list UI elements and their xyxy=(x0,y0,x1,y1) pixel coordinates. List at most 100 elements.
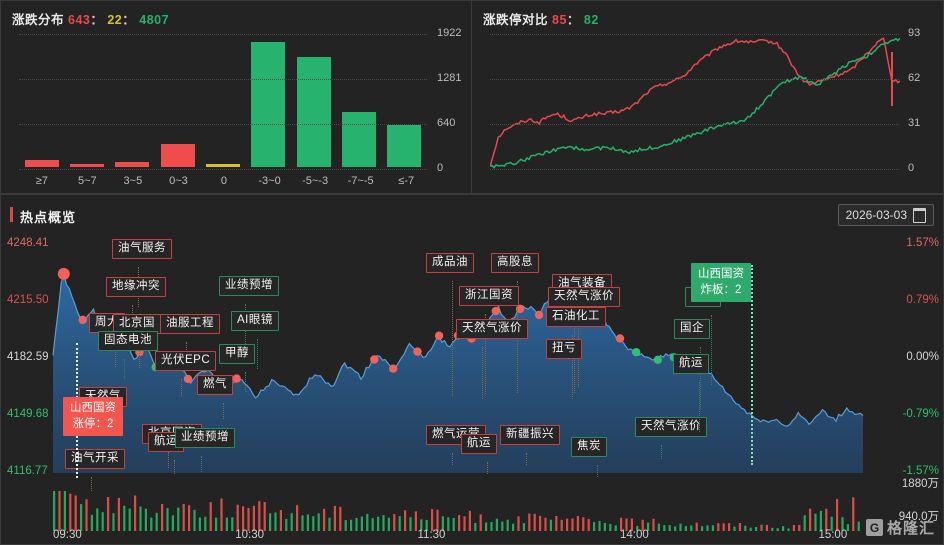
volume-bar xyxy=(425,519,428,531)
hotspot-tag[interactable]: 地缘冲突 xyxy=(106,277,166,297)
event-dot-up[interactable] xyxy=(389,364,398,373)
hotspot-tag[interactable]: 天然气涨价 xyxy=(635,417,707,437)
volume-bar xyxy=(625,518,628,531)
volume-bar xyxy=(598,521,601,531)
distribution-x-tick: ≤-7 xyxy=(398,175,415,187)
volume-bar xyxy=(663,525,666,531)
volume-bar xyxy=(630,518,633,531)
event-dot-up[interactable] xyxy=(78,315,87,325)
hotspot-tag[interactable]: 扭亏 xyxy=(546,339,582,359)
page-title: 热点概览 xyxy=(20,210,77,225)
hotspot-tag[interactable]: 浙江国资 xyxy=(459,286,519,306)
volume-bar xyxy=(819,510,822,531)
event-dot-down[interactable] xyxy=(653,355,662,365)
hotspot-tag[interactable]: 国企 xyxy=(674,319,710,339)
watermark-text: 格隆汇 xyxy=(886,520,935,537)
volume-bar xyxy=(576,516,579,531)
tag-stem xyxy=(572,367,573,399)
distribution-bar xyxy=(296,57,331,167)
hotspot-tag[interactable]: 高股息 xyxy=(491,253,539,273)
volume-bar xyxy=(258,501,261,531)
volume-bar xyxy=(393,514,396,531)
index-x-tick: 14:00 xyxy=(620,529,649,541)
hotspot-tag[interactable]: 石油化工 xyxy=(546,307,606,327)
date-value: 2026-03-03 xyxy=(845,208,907,222)
volume-bar xyxy=(571,518,574,531)
hotspot-tag[interactable]: 光伏EPC xyxy=(155,351,217,371)
hotspot-tag[interactable]: 业绩预增 xyxy=(175,428,235,448)
event-dot-up[interactable] xyxy=(413,347,422,356)
watermark: G 格隆汇 xyxy=(865,517,935,538)
hotspot-tag[interactable]: 甲醇 xyxy=(219,344,255,364)
volume-bar xyxy=(717,523,720,531)
volume-bar xyxy=(722,523,725,531)
distribution-bar xyxy=(24,160,59,167)
index-y-left-tick: 4149.68 xyxy=(7,408,49,420)
volume-bar xyxy=(787,528,790,531)
distribution-bar-cell xyxy=(19,34,64,167)
event-dot-up[interactable] xyxy=(491,306,500,316)
title-accent-bar xyxy=(10,207,13,222)
hotspot-tag[interactable]: 油服工程 xyxy=(160,314,220,334)
volume-bar xyxy=(657,523,660,531)
hotspot-tag[interactable]: AI眼镜 xyxy=(231,311,279,331)
volume-bar xyxy=(765,524,768,531)
hotspot-tag[interactable]: 航运 xyxy=(673,354,709,374)
volume-bar xyxy=(728,523,731,531)
limit-y-tick: 93 xyxy=(908,27,921,39)
event-dot-up[interactable] xyxy=(515,304,525,314)
event-dot-up[interactable] xyxy=(534,310,544,320)
hotspot-tag[interactable]: 航运 xyxy=(461,434,497,454)
volume-bar xyxy=(733,526,736,531)
volume-bar xyxy=(279,510,282,531)
event-dot-up[interactable] xyxy=(183,374,193,384)
volume-bar xyxy=(90,514,93,531)
volume-bar xyxy=(166,508,169,531)
volume-bar xyxy=(495,518,498,531)
event-dot-up[interactable] xyxy=(434,331,444,340)
volume-bar xyxy=(857,521,860,531)
event-dot-up[interactable] xyxy=(370,355,379,364)
hotspot-tag[interactable]: 天然气涨价 xyxy=(548,287,620,307)
date-picker[interactable]: 2026-03-03 xyxy=(837,204,934,226)
gridline xyxy=(490,169,899,170)
hotspot-tag[interactable]: 新疆振兴 xyxy=(500,425,560,445)
limit-line-chart xyxy=(489,37,901,169)
event-dot-down[interactable] xyxy=(632,347,641,357)
hotspot-tag[interactable]: 固态电池 xyxy=(98,331,158,351)
event-dot-up[interactable] xyxy=(232,374,241,383)
index-y-right-tick: -1.57% xyxy=(902,465,939,477)
hotspot-tag[interactable]: 焦炭 xyxy=(571,437,607,457)
hotspot-tag[interactable]: 油气服务 xyxy=(112,239,172,259)
distribution-bar-cell xyxy=(155,34,200,167)
watermark-logo-icon: G xyxy=(865,519,883,536)
volume-bar xyxy=(247,508,250,531)
gridline xyxy=(19,169,427,170)
volume-bar xyxy=(533,513,536,531)
hotspot-tag[interactable]: 业绩预增 xyxy=(219,276,279,296)
volume-bar xyxy=(387,517,390,531)
hotspot-header: 热点概览 2026-03-03 xyxy=(1,195,943,226)
volume-bar xyxy=(582,517,585,531)
distribution-bar xyxy=(387,124,422,167)
distribution-x-tick: ≥7 xyxy=(35,175,48,187)
volume-bar xyxy=(809,508,812,531)
event-dot-up[interactable] xyxy=(615,334,625,343)
volume-bar xyxy=(749,527,752,531)
volume-bar xyxy=(744,525,747,531)
event-dot-up[interactable] xyxy=(59,269,68,279)
hotspot-tag[interactable]: 天然气涨价 xyxy=(456,319,528,339)
tag-stem xyxy=(174,460,175,474)
volume-bar xyxy=(647,522,650,531)
hotspot-tag[interactable]: 油气开采 xyxy=(65,449,125,469)
panel-distribution: 涨跌分布 643： 22： 4807 0 640 1281 1922 ≥7 5~7 3~5 0… xyxy=(0,0,472,194)
hotspot-tag[interactable]: 成品油 xyxy=(426,253,474,273)
volume-bar xyxy=(188,505,191,531)
volume-bar xyxy=(474,523,477,531)
tag-stem xyxy=(201,456,202,472)
distribution-y-tick: 1281 xyxy=(437,72,462,85)
volume-bar xyxy=(177,507,180,531)
volume-bar xyxy=(101,512,104,531)
hotspot-tag[interactable]: 燃气 xyxy=(197,375,233,395)
volume-bar xyxy=(814,513,817,531)
